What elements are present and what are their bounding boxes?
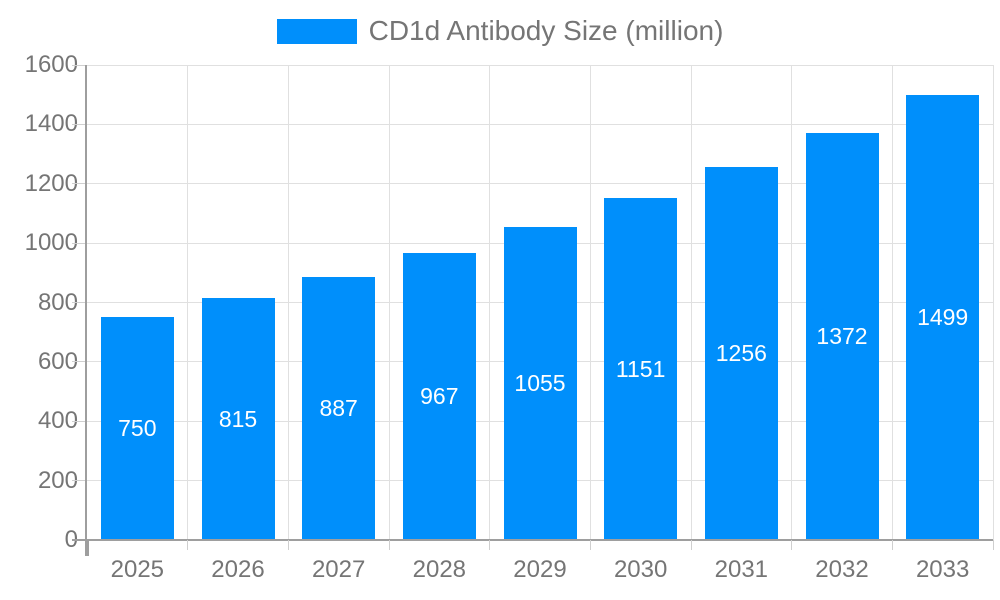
x-tick-6 bbox=[690, 540, 692, 550]
bar-2025[interactable]: 750 bbox=[100, 317, 174, 540]
x-axis-label-2032: 2032 bbox=[815, 556, 869, 583]
y-tick-1600 bbox=[72, 64, 86, 66]
x-axis-label-2033: 2033 bbox=[915, 556, 970, 583]
gridline-y-1400 bbox=[87, 123, 993, 125]
x-tick-3 bbox=[388, 540, 390, 550]
y-tick-1400 bbox=[72, 123, 86, 125]
y-axis-label-1600: 1600 bbox=[24, 51, 78, 78]
x-tick-7 bbox=[791, 540, 793, 550]
gridline-x-6 bbox=[690, 65, 692, 540]
gridline-x-2 bbox=[287, 65, 289, 540]
bar-2033[interactable]: 1499 bbox=[906, 94, 980, 540]
y-tick-800 bbox=[72, 302, 86, 303]
gridline-x-9 bbox=[992, 65, 994, 540]
y-axis-label-1400: 1400 bbox=[24, 110, 78, 138]
x-axis-label-2031: 2031 bbox=[714, 556, 769, 583]
y-axis-label-400: 400 bbox=[37, 407, 78, 435]
y-tick-400 bbox=[72, 420, 86, 422]
y-axis-label-200: 200 bbox=[37, 466, 78, 494]
x-axis-label-2026: 2026 bbox=[211, 556, 265, 583]
y-tick-1200 bbox=[72, 183, 86, 185]
x-axis-label-2027: 2027 bbox=[311, 556, 366, 583]
x-axis-line bbox=[72, 539, 993, 541]
bar-value-label: 1055 bbox=[514, 369, 566, 396]
gridline-x-3 bbox=[388, 65, 390, 540]
y-axis-ticks bbox=[72, 64, 86, 541]
bar-2029[interactable]: 1055 bbox=[503, 226, 577, 540]
gridline-y-1200 bbox=[87, 183, 993, 185]
bar-value-label: 1499 bbox=[917, 303, 969, 330]
y-tick-1000 bbox=[72, 242, 86, 244]
x-tick-5 bbox=[589, 540, 591, 550]
bar-2027[interactable]: 887 bbox=[302, 276, 376, 540]
x-axis-label-2029: 2029 bbox=[513, 556, 567, 583]
gridline-x-4 bbox=[489, 65, 491, 540]
x-tick-2 bbox=[287, 540, 289, 550]
gridline-x-8 bbox=[891, 65, 893, 540]
gridline-x-1 bbox=[187, 65, 189, 540]
x-axis-label-2025: 2025 bbox=[110, 556, 165, 583]
y-axis-label-1200: 1200 bbox=[24, 169, 78, 197]
gridline-y-1600 bbox=[87, 64, 993, 66]
bar-2032[interactable]: 1372 bbox=[805, 132, 879, 540]
legend[interactable]: CD1d Antibody Size (million) bbox=[0, 14, 1000, 48]
x-tick-0 bbox=[86, 540, 89, 556]
gridline-x-5 bbox=[589, 65, 591, 540]
y-axis-label-600: 600 bbox=[37, 347, 78, 375]
x-axis-label-2030: 2030 bbox=[613, 556, 668, 583]
bar-value-label: 1372 bbox=[816, 322, 868, 349]
x-tick-1 bbox=[187, 540, 189, 550]
y-axis-label-800: 800 bbox=[37, 288, 78, 316]
y-axis-label-0: 0 bbox=[64, 526, 78, 553]
bar-value-label: 750 bbox=[118, 415, 157, 442]
x-tick-8 bbox=[891, 540, 893, 550]
legend-label: CD1d Antibody Size (million) bbox=[368, 15, 724, 46]
x-tick-9 bbox=[992, 540, 994, 550]
y-axis-label-1000: 1000 bbox=[24, 229, 78, 257]
y-tick-600 bbox=[72, 361, 86, 363]
y-tick-200 bbox=[72, 480, 86, 482]
bar-2030[interactable]: 1151 bbox=[604, 198, 678, 540]
x-axis-labels: 2025 2026 2027 2028 2029 2030 2031 2032 2033 bbox=[87, 556, 993, 586]
y-axis-line bbox=[85, 65, 87, 556]
bar-2028[interactable]: 967 bbox=[402, 252, 476, 540]
y-axis-labels: 0 200 400 600 800 1000 1200 1400 1600 bbox=[0, 52, 78, 553]
bar-value-label: 967 bbox=[420, 382, 459, 409]
bar-2031[interactable]: 1256 bbox=[704, 167, 778, 540]
bar-value-label: 1151 bbox=[615, 355, 666, 382]
plot-area: 750 815 887 967 1055 1151 1256 1372 1499 bbox=[87, 64, 994, 540]
bar-2026[interactable]: 815 bbox=[201, 298, 275, 540]
bar-value-label: 815 bbox=[218, 405, 258, 432]
legend-marker bbox=[276, 18, 357, 44]
bar-value-label: 887 bbox=[319, 394, 358, 421]
bar-value-label: 1256 bbox=[715, 340, 767, 367]
x-axis-label-2028: 2028 bbox=[412, 556, 467, 583]
x-tick-4 bbox=[489, 540, 491, 550]
gridline-x-7 bbox=[791, 65, 793, 540]
x-axis-ticks bbox=[86, 540, 994, 556]
